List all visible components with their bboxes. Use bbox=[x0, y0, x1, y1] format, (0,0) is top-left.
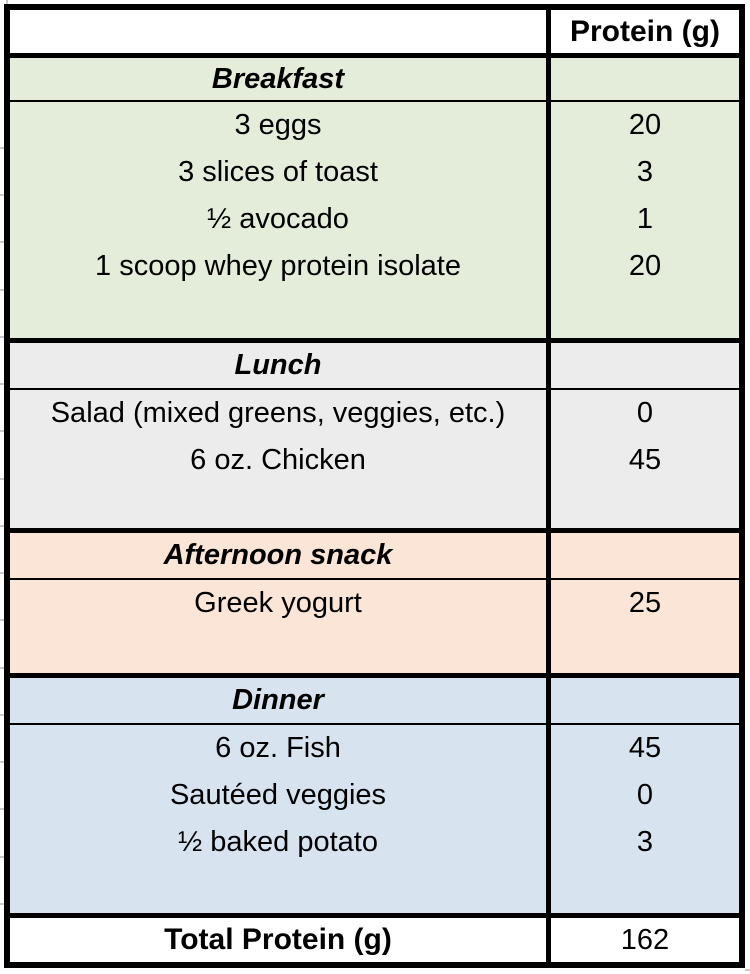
lunch-items-names[interactable]: Salad (mixed greens, veggies, etc.) 6 oz… bbox=[10, 390, 546, 528]
gridline-tick bbox=[0, 241, 4, 243]
gridline-tick bbox=[0, 336, 4, 338]
gridline-tick bbox=[0, 667, 4, 669]
afternoon-snack-title-row: Afternoon snack bbox=[10, 533, 739, 580]
empty-cell[interactable] bbox=[551, 58, 739, 100]
item-protein-value: 45 bbox=[628, 444, 662, 476]
item-name: Salad (mixed greens, veggies, etc.) bbox=[50, 397, 506, 429]
column-divider bbox=[546, 10, 551, 962]
item-protein-value: 0 bbox=[636, 779, 654, 811]
dinner-items-values[interactable]: 45 0 3 bbox=[551, 725, 739, 913]
header-empty-cell[interactable] bbox=[10, 10, 546, 53]
dinner-title-row: Dinner bbox=[10, 678, 739, 725]
lunch-items-values[interactable]: 0 45 bbox=[551, 390, 739, 528]
item-name: ½ avocado bbox=[207, 203, 349, 235]
item-protein-value: 1 bbox=[636, 203, 654, 235]
gridline-tick bbox=[745, 969, 750, 971]
gridline-tick bbox=[0, 147, 4, 149]
gridline-tick bbox=[0, 903, 4, 905]
gridline-tick bbox=[0, 289, 4, 291]
item-protein-value: 20 bbox=[628, 109, 662, 141]
gridline-tick bbox=[0, 525, 4, 527]
total-value-cell[interactable]: 162 bbox=[620, 924, 670, 956]
total-label-cell[interactable]: Total Protein (g) bbox=[164, 923, 392, 956]
gridline-tick bbox=[0, 714, 4, 716]
breakfast-title-cell[interactable]: Breakfast bbox=[211, 62, 345, 95]
afternoon-snack-items-names[interactable]: Greek yogurt bbox=[10, 580, 546, 673]
total-row: Total Protein (g) 162 bbox=[10, 918, 739, 962]
dinner-items-block: 6 oz. Fish Sautéed veggies ½ baked potat… bbox=[10, 725, 739, 918]
item-name: 6 oz. Chicken bbox=[190, 444, 366, 476]
section-afternoon-snack: Afternoon snack Greek yogurt 25 bbox=[10, 533, 739, 678]
afternoon-snack-items-block: Greek yogurt 25 bbox=[10, 580, 739, 678]
gridline-tick bbox=[6, 0, 8, 4]
item-protein-value: 0 bbox=[636, 397, 654, 429]
lunch-items-block: Salad (mixed greens, veggies, etc.) 6 oz… bbox=[10, 390, 739, 533]
item-name: Greek yogurt bbox=[194, 587, 362, 619]
item-name: ½ baked potato bbox=[178, 826, 378, 858]
gridline-tick bbox=[0, 572, 4, 574]
gridline-tick bbox=[0, 808, 4, 810]
gridline-tick bbox=[0, 430, 4, 432]
item-name: Sautéed veggies bbox=[169, 779, 387, 811]
lunch-title-row: Lunch bbox=[10, 343, 739, 390]
gridline-tick bbox=[0, 478, 4, 480]
item-name: 6 oz. Fish bbox=[215, 732, 341, 764]
section-breakfast: Breakfast 3 eggs 3 slices of toast ½ avo… bbox=[10, 58, 739, 343]
gridline-tick bbox=[0, 383, 4, 385]
item-protein-value: 20 bbox=[628, 250, 662, 282]
afternoon-snack-title-cell[interactable]: Afternoon snack bbox=[163, 539, 393, 571]
empty-cell[interactable] bbox=[551, 343, 739, 388]
header-protein-cell[interactable]: Protein (g) bbox=[570, 15, 720, 48]
section-dinner: Dinner 6 oz. Fish Sautéed veggies ½ bake… bbox=[10, 678, 739, 918]
dinner-title-cell[interactable]: Dinner bbox=[232, 684, 324, 716]
breakfast-items-block: 3 eggs 3 slices of toast ½ avocado 1 sco… bbox=[10, 102, 739, 343]
item-protein-value: 45 bbox=[628, 732, 662, 764]
item-name: 3 eggs bbox=[234, 109, 322, 141]
gridline-tick bbox=[0, 856, 4, 858]
gridline-tick bbox=[0, 194, 4, 196]
breakfast-items-names[interactable]: 3 eggs 3 slices of toast ½ avocado 1 sco… bbox=[10, 102, 546, 338]
table-header-row: Protein (g) bbox=[10, 10, 739, 58]
item-protein-value: 3 bbox=[636, 826, 654, 858]
empty-cell[interactable] bbox=[551, 533, 739, 578]
item-name: 1 scoop whey protein isolate bbox=[95, 250, 461, 282]
section-lunch: Lunch Salad (mixed greens, veggies, etc.… bbox=[10, 343, 739, 533]
dinner-items-names[interactable]: 6 oz. Fish Sautéed veggies ½ baked potat… bbox=[10, 725, 546, 913]
breakfast-items-values[interactable]: 20 3 1 20 bbox=[551, 102, 739, 338]
breakfast-title-row: Breakfast bbox=[10, 58, 739, 102]
item-protein-value: 3 bbox=[636, 156, 654, 188]
lunch-title-cell[interactable]: Lunch bbox=[234, 349, 322, 381]
gridline-tick bbox=[0, 619, 4, 621]
gridline-tick bbox=[0, 761, 4, 763]
protein-table: Protein (g) Breakfast 3 eggs 3 slices of… bbox=[4, 4, 745, 968]
afternoon-snack-items-values[interactable]: 25 bbox=[551, 580, 739, 673]
empty-cell[interactable] bbox=[551, 678, 739, 723]
item-protein-value: 25 bbox=[628, 587, 662, 619]
item-name: 3 slices of toast bbox=[178, 156, 378, 188]
